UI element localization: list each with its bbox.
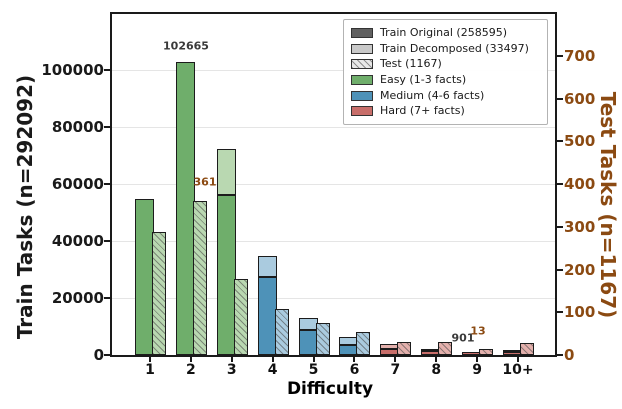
x-axis-title: Difficulty [286,379,374,399]
grid-line [112,127,555,128]
x-axis-tick-mark [435,356,438,362]
right-axis-tick-label: 100 [564,303,596,322]
x-axis-tick-mark [517,356,519,362]
bar-test-5 [315,322,330,355]
x-axis-tick-label: 10+ [502,362,534,378]
left-axis-tick-label: 80000 [51,118,104,136]
x-axis-tick-mark [353,356,356,362]
left-axis-tick-mark [104,297,111,299]
legend-row: Train Original (258595) [351,25,539,41]
right-axis-tick-label: 0 [564,346,575,364]
legend-row: Train Decomposed (33497) [351,41,539,57]
x-axis-tick-label: 6 [349,362,360,378]
legend-label: Medium (4-6 facts) [380,88,485,102]
left-axis-tick-mark [104,354,111,356]
x-axis-tick-label: 9 [472,362,482,378]
legend: Train Original (258595) Train Decomposed … [343,19,548,125]
bar-train-decomposed-4 [257,256,277,278]
legend-label: Train Original (258595) [380,25,508,39]
bar-value-annotation: 13 [470,324,486,338]
left-axis-tick-mark [104,240,111,242]
bar-test-1 [152,231,166,355]
right-axis-tick-mark [556,140,563,143]
grid-line [112,298,555,299]
plot-area: Train Original (258595) Train Decomposed … [110,12,557,357]
bar-test-7 [397,342,412,355]
right-axis-tick-label: 500 [564,132,596,151]
bar-test-2 [192,200,207,355]
right-axis-title: Test Tasks (n=1167) [596,91,620,319]
legend-swatch [351,43,373,54]
x-axis-tick-mark [394,356,397,362]
right-axis-tick-label: 700 [564,47,596,65]
legend-swatch [351,106,373,117]
x-axis-tick-mark [189,356,192,362]
left-axis-tick-mark [104,69,111,71]
left-axis-tick-mark [104,183,111,185]
x-axis-tick-label: 8 [431,362,442,378]
right-axis-tick-mark [556,268,563,271]
bar-train-decomposed-3 [216,148,236,195]
left-axis-tick-label: 100000 [41,61,104,79]
x-axis-tick-label: 5 [308,362,319,378]
left-axis-tick-label: 60000 [51,175,104,193]
right-axis-tick-label: 400 [564,175,596,194]
right-axis-tick-mark [556,354,563,356]
x-axis-tick-label: 4 [267,362,278,378]
legend-swatch [351,74,373,85]
legend-row: Test (1167) [351,56,539,72]
grid-line [112,241,555,242]
right-axis-tick-label: 200 [564,260,596,279]
bar-test-8 [438,342,453,355]
legend-label: Hard (7+ facts) [380,104,465,118]
x-axis-tick-label: 2 [186,362,196,378]
x-axis-tick-mark [271,356,274,362]
x-axis-tick-label: 7 [390,362,401,378]
bar-value-annotation: 102665 [163,39,209,53]
right-axis-tick-mark [556,97,563,100]
right-axis-tick-mark [556,225,563,228]
bar-test-10+ [520,342,534,355]
grid-line [112,184,555,185]
x-axis-tick-mark [476,356,479,362]
right-axis-tick-label: 300 [564,217,596,236]
grid-line [112,70,555,71]
x-axis-tick-mark [312,356,315,362]
bar-test-6 [356,331,371,355]
legend-row: Hard (7+ facts) [351,103,539,119]
x-axis-tick-label: 1 [145,362,155,378]
legend-swatch [351,27,373,38]
legend-row: Easy (1-3 facts) [351,72,539,88]
bar-value-annotation: 361 [193,175,217,189]
legend-label: Train Decomposed (33497) [380,41,529,55]
legend-row: Medium (4-6 facts) [351,88,539,104]
right-axis-tick-label: 600 [564,89,596,108]
x-axis-tick-mark [149,356,151,362]
bar-test-3 [233,278,248,355]
bar-test-4 [274,309,289,355]
bar-value-annotation: 901 [451,331,475,345]
left-axis-tick-label: 0 [93,346,104,364]
left-axis-tick-label: 40000 [51,232,104,250]
left-axis-tick-mark [104,126,111,128]
legend-swatch [351,90,373,101]
x-axis-tick-label: 3 [226,362,237,378]
plot-inner: Train Original (258595) Train Decomposed … [112,14,555,355]
x-axis-tick-mark [230,356,233,362]
right-axis-tick-mark [556,183,563,186]
right-axis-tick-mark [556,55,563,57]
bar-train-original-3 [216,194,236,355]
right-axis-tick-mark [556,311,563,314]
legend-swatch [351,59,373,70]
left-axis-tick-label: 20000 [51,289,104,307]
legend-label: Test (1167) [380,57,442,71]
legend-label: Easy (1-3 facts) [380,72,467,86]
bar-test-9 [479,349,494,355]
